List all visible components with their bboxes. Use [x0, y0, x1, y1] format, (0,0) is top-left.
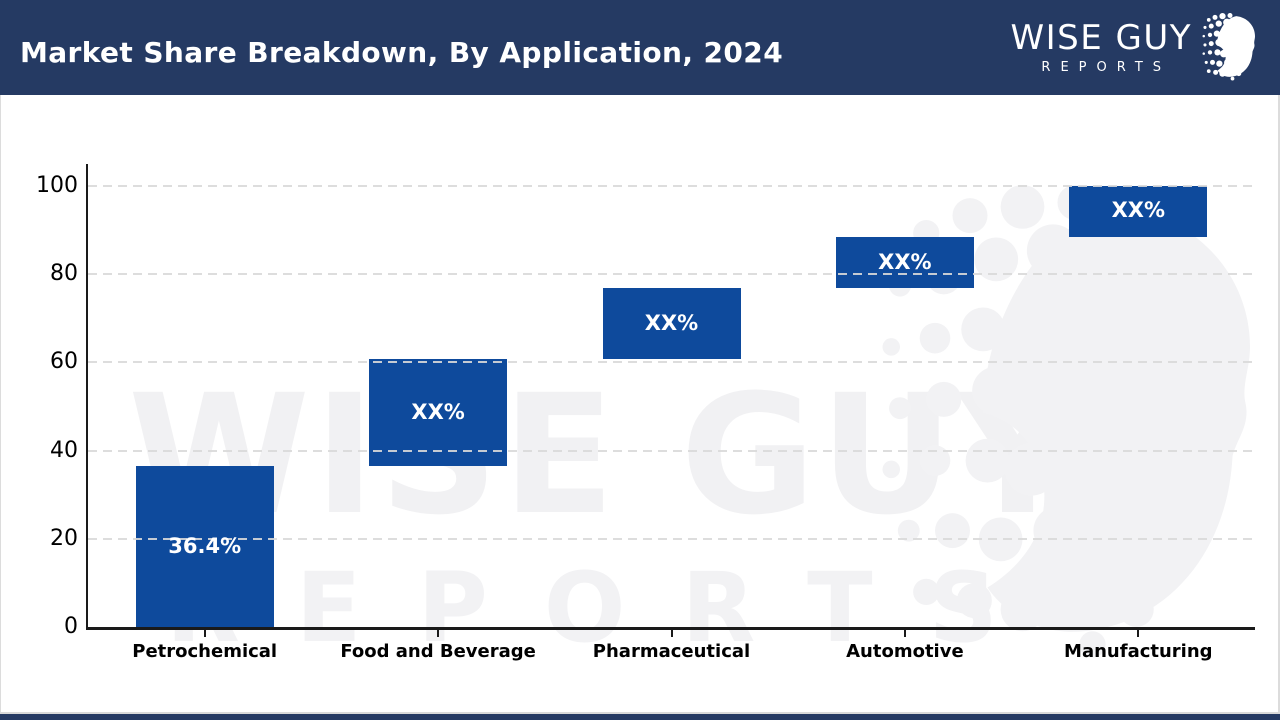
x-tick — [903, 630, 906, 637]
header: Market Share Breakdown, By Application, … — [0, 0, 1280, 95]
logo-subtitle: REPORTS — [1041, 59, 1172, 75]
wise-guy-logo: WISE GUY REPORTS — [1010, 9, 1266, 87]
y-tick-label: 60 — [50, 349, 78, 375]
gridline — [88, 361, 1255, 364]
footer-divider — [0, 712, 1280, 714]
logo-text: WISE GUY REPORTS — [1010, 21, 1192, 75]
x-tick — [437, 630, 440, 637]
y-tick-label: 0 — [64, 614, 78, 639]
bar-segment — [602, 288, 741, 360]
x-category-label: Food and Beverage — [340, 641, 536, 662]
y-axis-spine — [86, 164, 88, 630]
x-category-label: Petrochemical — [132, 641, 278, 662]
chart-area: WISE GUY REPORTS 0 20 40 60 80 100 36.4% Petroc… — [0, 95, 1280, 713]
bar-value-label: XX% — [878, 249, 932, 274]
y-tick-label: 80 — [50, 261, 78, 287]
bar-segment — [369, 359, 508, 467]
x-tick — [203, 630, 206, 637]
bar-value-label: XX% — [1111, 198, 1166, 223]
gridline — [88, 273, 1255, 276]
y-tick-label: 40 — [50, 437, 78, 463]
x-axis-spine — [86, 627, 1255, 630]
y-tick-label: 20 — [50, 525, 78, 551]
x-tick — [670, 630, 673, 637]
y-tick-label: 100 — [36, 173, 78, 198]
logo-face-icon — [1202, 12, 1255, 80]
gridline — [88, 185, 1255, 187]
page-border-left — [0, 95, 1, 713]
footer-bar — [0, 714, 1280, 720]
bar-segment — [135, 466, 274, 627]
gridline — [88, 537, 1255, 540]
page-border-right — [1278, 95, 1280, 713]
bar-value-label: XX% — [644, 310, 699, 335]
x-tick — [1137, 630, 1140, 637]
bar-value-label: 36.4% — [168, 533, 242, 558]
gridline — [88, 449, 1255, 452]
bar-value-label: XX% — [411, 399, 465, 424]
x-category-label: Manufacturing — [1064, 641, 1213, 662]
logo-wordmark: WISE GUY — [1010, 17, 1192, 58]
x-category-label: Pharmaceutical — [592, 641, 751, 662]
page-title: Market Share Breakdown, By Application, … — [20, 36, 784, 69]
x-category-label: Automotive — [846, 641, 964, 662]
